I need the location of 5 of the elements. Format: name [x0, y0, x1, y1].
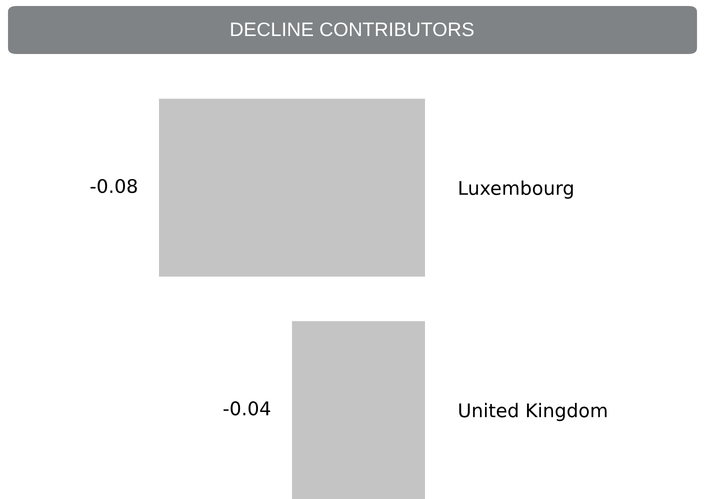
chart-title: DECLINE CONTRIBUTORS	[231, 22, 474, 36]
y-tick-label: Luxembourg	[459, 180, 573, 199]
data-label: -0.08	[90, 178, 137, 194]
data-label: -0.04	[224, 401, 270, 416]
y-tick-label: United Kingdom	[459, 402, 607, 422]
